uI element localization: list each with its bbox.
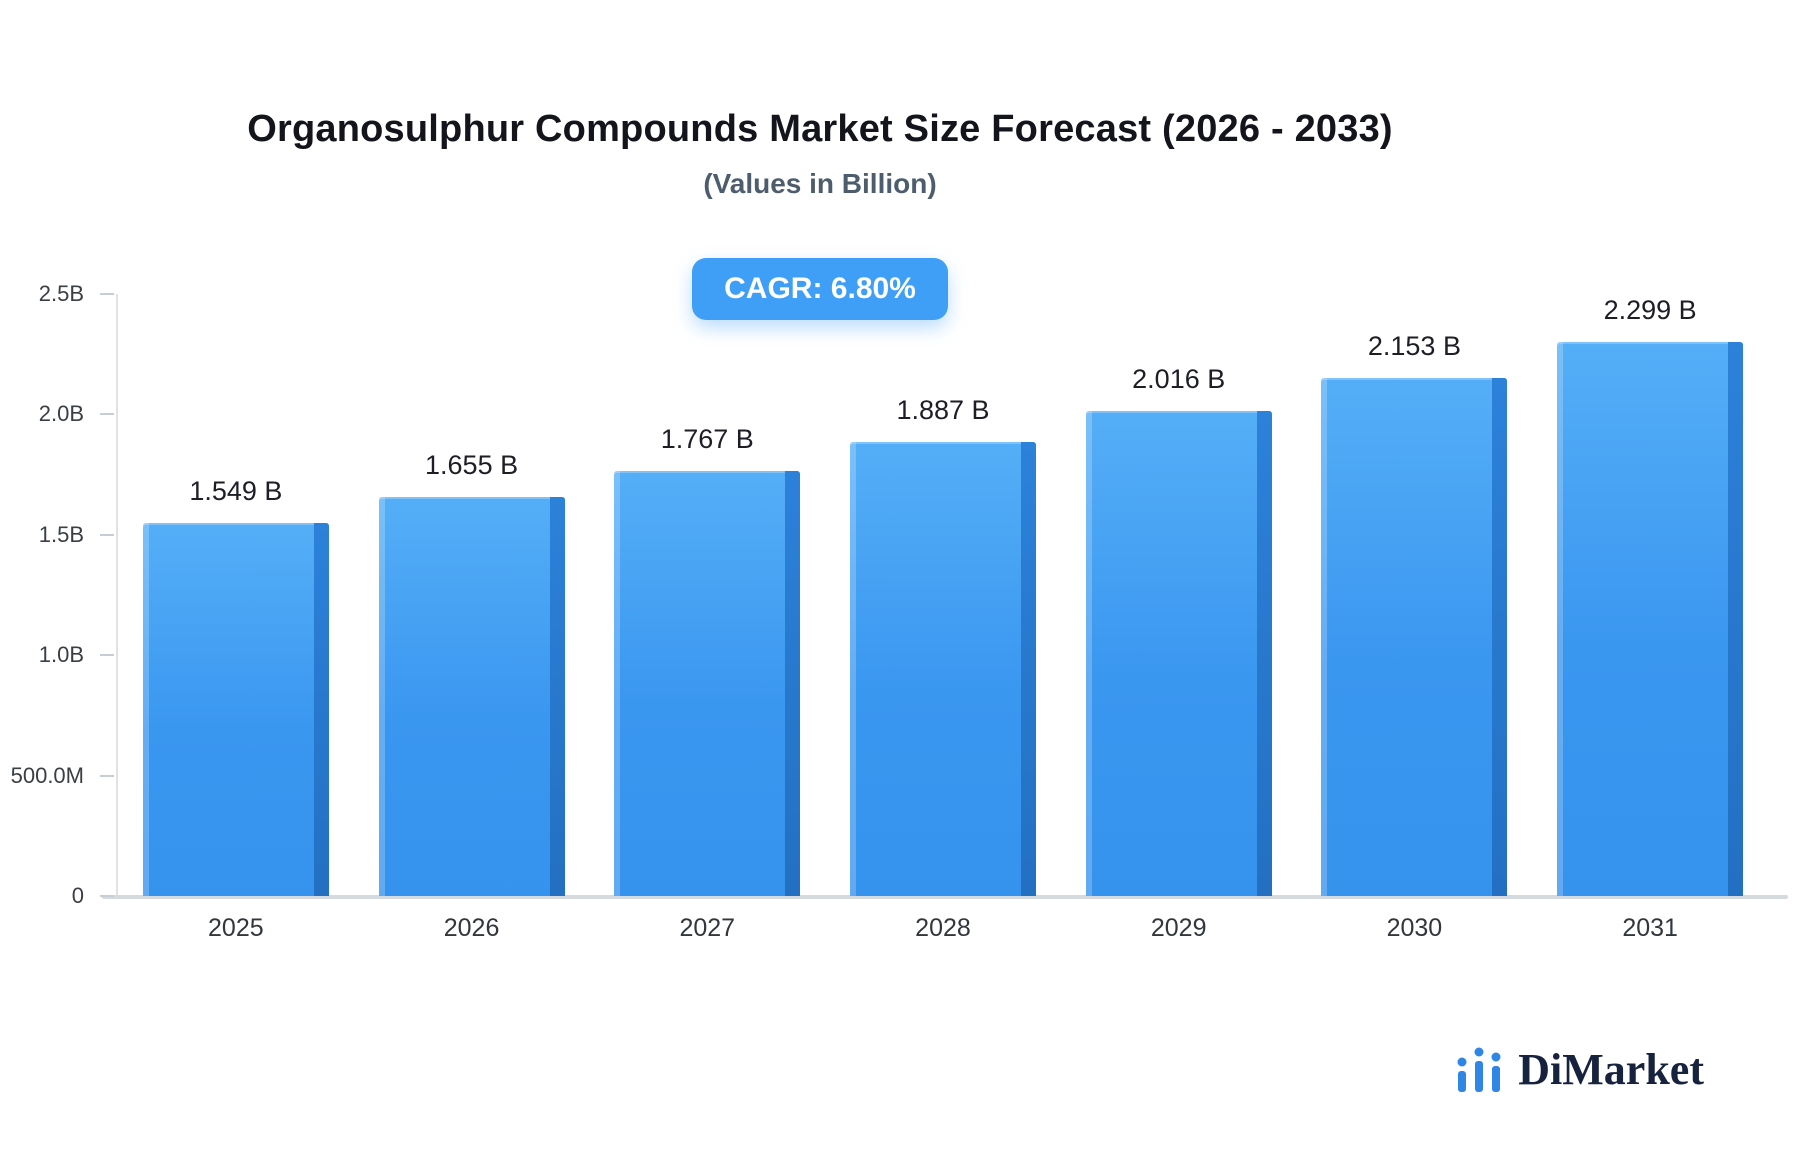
bar-2025 [142, 523, 329, 896]
x-axis-label: 2031 [1622, 914, 1678, 942]
bar-edge [313, 523, 329, 896]
bar-2030 [1321, 377, 1508, 896]
bar-edge [1492, 377, 1508, 896]
y-tick-mark [100, 654, 114, 657]
bar-value-label: 2.299 B [1603, 295, 1697, 326]
bar-edge [1256, 410, 1272, 896]
y-tick-mark [100, 413, 114, 416]
y-tick-mark [100, 533, 114, 536]
bar-highlight [849, 441, 856, 896]
bar-highlight [614, 470, 621, 896]
bar-edge [1728, 342, 1744, 896]
y-tick-label: 2.0B [38, 401, 84, 427]
x-axis-label: 2026 [443, 914, 500, 942]
bar-highlight [1321, 377, 1328, 896]
bar-2029 [1085, 410, 1272, 896]
bar-slot: 1.549 B 2025 [118, 294, 354, 942]
bar-edge [549, 497, 565, 896]
logo-text: DiMarket [1518, 1045, 1704, 1094]
bar-value-label: 2.016 B [1132, 363, 1226, 394]
y-tick-mark [100, 774, 114, 777]
bar-slot: 2.299 B 2031 [1532, 294, 1768, 942]
y-tick-mark [100, 895, 114, 897]
bar-2027 [614, 470, 801, 896]
bar-value-label: 1.549 B [189, 476, 283, 507]
bar-highlight [1557, 342, 1564, 896]
chart-title: Organosulphur Compounds Market Size Fore… [247, 108, 1393, 150]
bar-highlight [1085, 410, 1092, 896]
bar-edge [785, 470, 801, 896]
bar-edge [1020, 441, 1036, 896]
bar-value-label: 1.655 B [425, 450, 519, 481]
bar-slot: 1.767 B 2027 [589, 294, 825, 942]
y-tick-label: 0 [71, 883, 84, 908]
plot-area: 0 500.0M 1.0B 1.5B 2.0B 2.5B 1.549 B 2025 1.655… [11, 283, 1788, 942]
bar-slot: 2.016 B 2029 [1061, 294, 1297, 942]
cagr-badge: CAGR: 6.80% [692, 258, 948, 320]
bar-value-label: 2.153 B [1367, 330, 1461, 361]
bar-highlight [378, 497, 385, 896]
bar-chart-icon [1457, 1047, 1501, 1092]
y-tick-label: 1.5B [38, 521, 84, 547]
bar-value-label: 1.887 B [896, 394, 990, 425]
chart-subtitle: (Values in Billion) [703, 168, 937, 199]
bar-2031 [1557, 342, 1744, 896]
x-axis-label: 2027 [679, 914, 736, 942]
bar-slot: 2.153 B 2030 [1297, 294, 1533, 942]
y-tick-mark [100, 293, 114, 295]
x-axis-label: 2028 [915, 914, 971, 942]
bar-2028 [849, 441, 1036, 896]
x-axis-label: 2029 [1150, 914, 1207, 942]
bar-2026 [378, 497, 565, 896]
bar-value-label: 1.767 B [660, 423, 754, 454]
x-axis-label: 2030 [1386, 914, 1443, 942]
cagr-badge-row: CAGR: 6.80% [0, 258, 1640, 320]
x-axis-line [102, 895, 1788, 899]
logo: DiMarket [1454, 1044, 1704, 1092]
y-tick-label: 2.5B [38, 281, 84, 306]
y-tick-label: 500.0M [10, 762, 84, 788]
y-tick-label: 1.0B [38, 642, 84, 668]
bar-slot: 1.655 B 2026 [354, 294, 590, 942]
x-axis-label: 2025 [208, 914, 264, 942]
bar-slot: 1.887 B 2028 [825, 294, 1061, 942]
bar-highlight [142, 523, 149, 896]
